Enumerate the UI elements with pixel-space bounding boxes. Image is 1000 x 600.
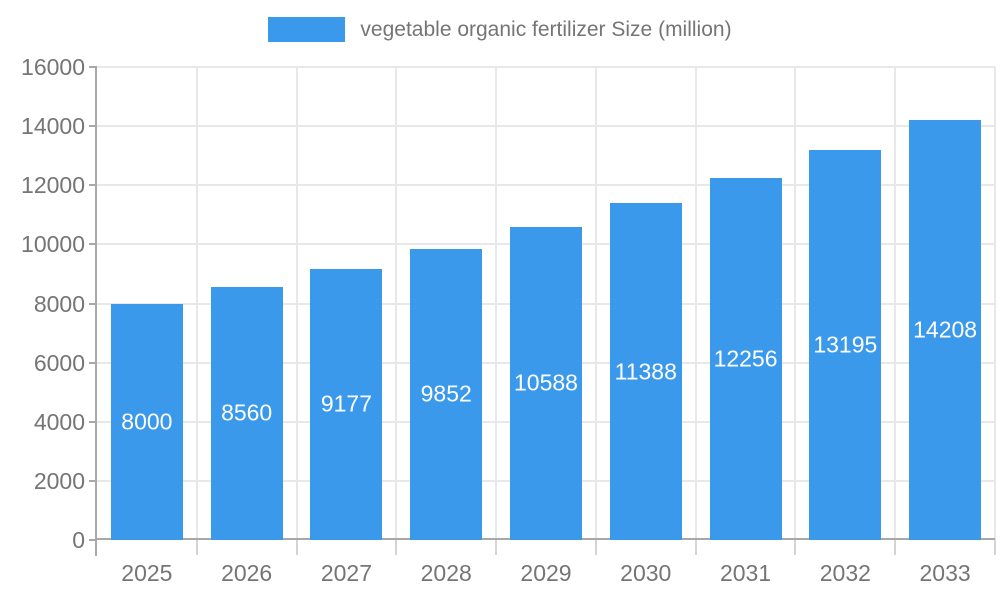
y-tick [89,539,97,541]
x-tick-label: 2025 [121,560,173,586]
y-tick-label: 6000 [33,349,85,376]
y-tick-label: 12000 [21,172,85,199]
gridline-v [195,67,198,540]
x-tick [694,540,697,555]
x-tick [195,540,198,555]
x-tick-label: 2030 [620,560,672,586]
gridline-v [594,67,597,540]
y-tick [89,479,97,482]
y-tick [89,302,97,305]
y-axis-line [95,67,97,556]
gridline-v [495,67,498,540]
x-tick [395,540,398,555]
x-tick [495,540,498,555]
x-tick-label: 2027 [320,560,373,586]
bar-value-label: 11388 [614,358,677,385]
y-tick-label: 8000 [33,290,85,317]
x-tick-label: 2026 [221,560,273,586]
gridline-h [97,125,995,128]
x-tick-label: 2029 [520,560,572,586]
gridline-h [97,184,995,187]
gridline-v [395,67,398,540]
y-tick [89,184,97,187]
gridline-h [97,66,995,68]
bar-value-label: 12256 [713,345,778,372]
legend-label: vegetable organic fertilizer Size (milli… [360,17,732,41]
bar-value-label: 14208 [913,316,978,343]
gridline-v [994,67,996,540]
bar: 13195 [809,149,882,540]
bar-value-label: 8560 [221,399,273,426]
y-tick [89,361,97,364]
x-tick [295,540,298,555]
gridline-v [894,67,897,540]
bar: 9177 [310,268,383,540]
bar: 12256 [709,177,782,540]
bar: 8000 [110,303,183,540]
gridline-v [794,67,797,540]
x-tick [894,540,897,555]
legend-swatch [268,17,346,42]
bar-value-label: 8000 [121,408,173,435]
bar: 10588 [510,226,582,540]
x-tick-label: 2033 [919,560,971,586]
legend: vegetable organic fertilizer Size (milli… [0,17,1000,42]
bar-value-label: 9177 [320,390,373,417]
bar: 11388 [609,203,682,540]
y-tick [89,420,97,423]
y-tick-label: 10000 [21,231,85,258]
y-tick [89,125,97,128]
bar: 8560 [210,286,283,540]
x-tick-label: 2028 [420,560,472,586]
y-tick-label: 4000 [33,408,85,435]
x-tick-label: 2032 [819,560,871,586]
y-tick-label: 0 [72,527,85,553]
y-tick-label: 14000 [21,113,85,140]
bar: 9852 [410,248,483,540]
bar: 14208 [909,119,982,540]
x-tick [794,540,797,555]
y-tick [89,243,97,246]
x-tick-label: 2031 [719,560,772,586]
bar-value-label: 13195 [813,331,878,358]
gridline-v [694,67,697,540]
y-tick-label: 16000 [21,54,85,80]
gridline-v [295,67,298,540]
bar-value-label: 9852 [420,380,472,407]
x-tick [594,540,597,555]
y-tick [89,66,97,68]
bar-value-label: 10588 [514,369,578,396]
y-tick-label: 2000 [33,467,85,494]
x-tick [994,540,996,555]
